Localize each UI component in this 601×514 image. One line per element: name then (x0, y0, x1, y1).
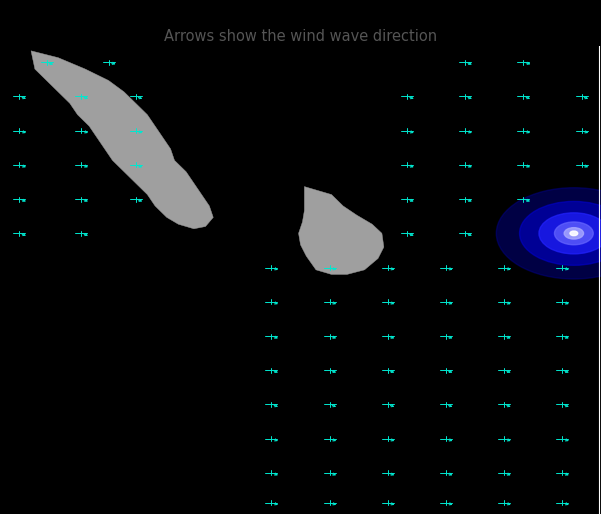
Circle shape (555, 222, 593, 245)
Circle shape (496, 188, 601, 279)
Polygon shape (299, 187, 384, 274)
Polygon shape (31, 51, 213, 229)
Polygon shape (31, 51, 213, 229)
Circle shape (520, 201, 601, 265)
Text: Arrows show the wind wave direction: Arrows show the wind wave direction (164, 29, 437, 44)
Text: Wind Wave energy on Saturday 22 Mar at 11pm +05: Wind Wave energy on Saturday 22 Mar at 1… (52, 5, 549, 24)
Circle shape (539, 213, 601, 254)
Circle shape (570, 231, 578, 235)
Polygon shape (299, 187, 384, 274)
Circle shape (564, 228, 584, 239)
